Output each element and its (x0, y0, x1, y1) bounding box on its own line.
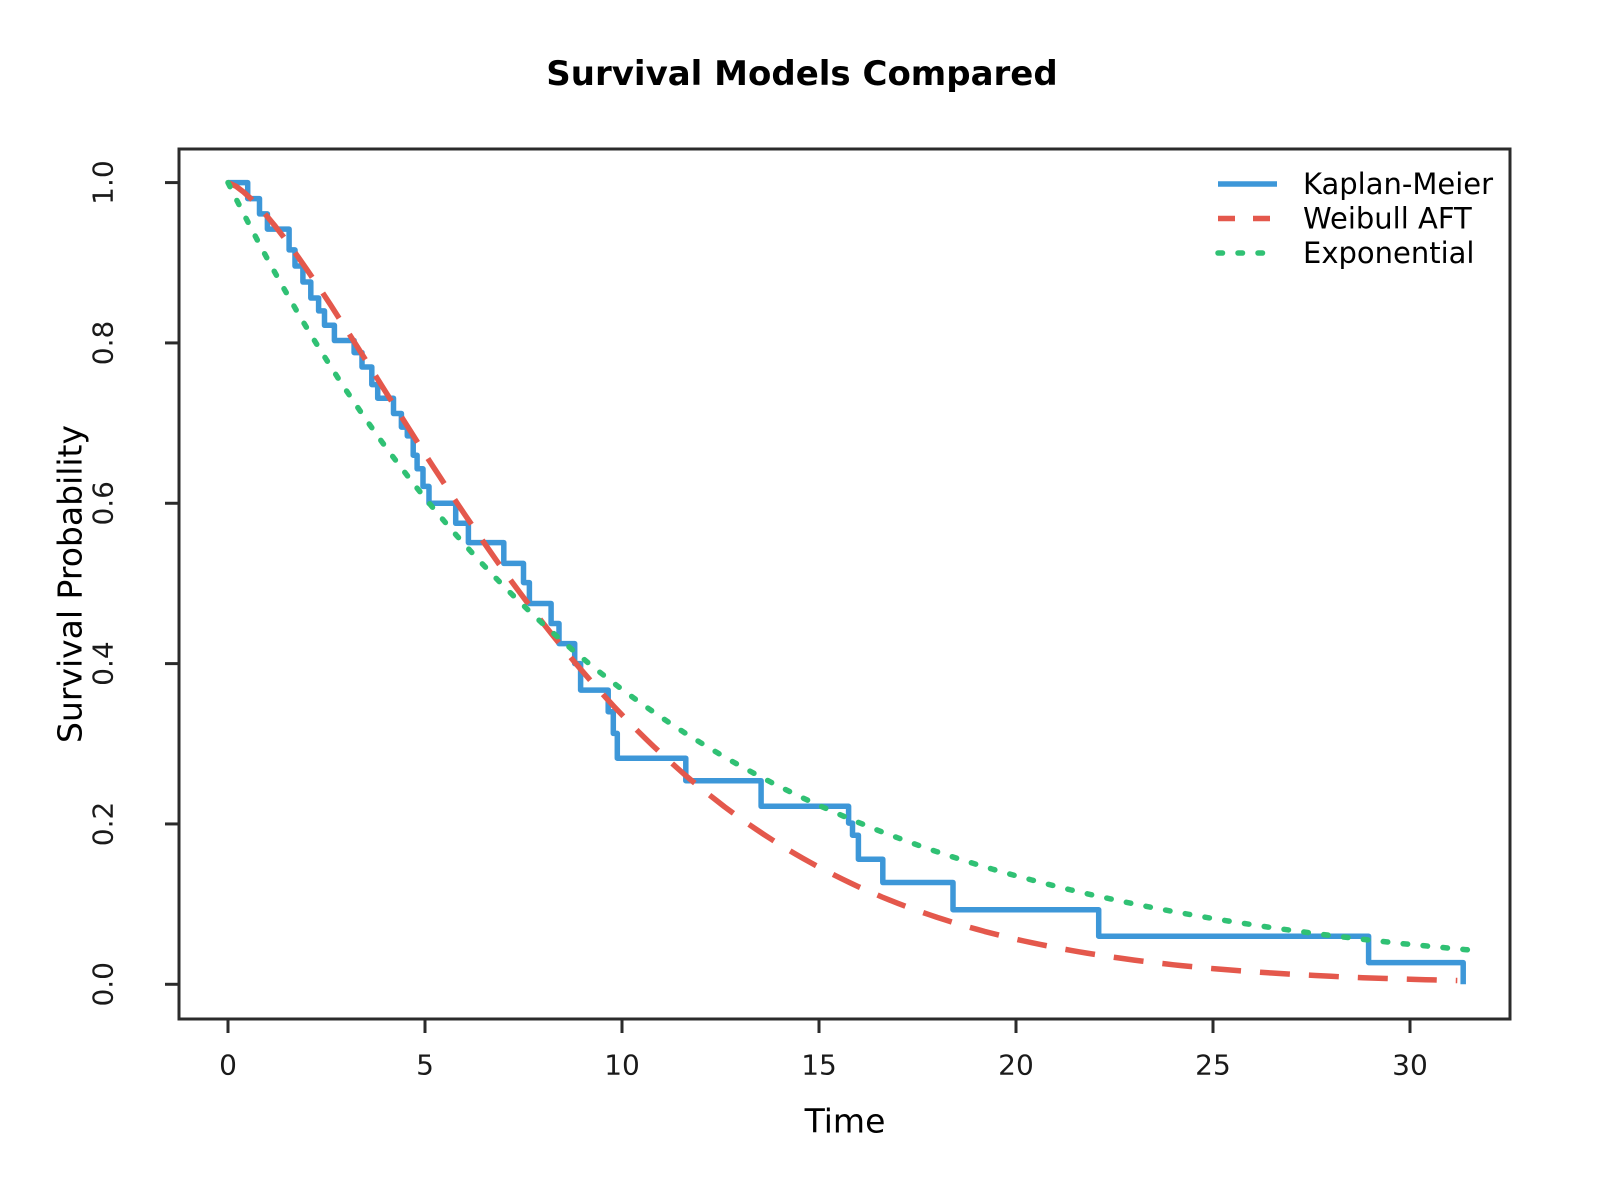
legend-item-kaplan-meier: Kaplan-Meier (1218, 167, 1493, 201)
legend: Kaplan-Meier Weibull AFT Exponential (1215, 167, 1493, 270)
x-tick-label: 20 (998, 1049, 1034, 1082)
y-tick-label: 0.2 (87, 802, 120, 847)
legend-item-exponential: Exponential (1215, 236, 1475, 270)
x-tick-label: 15 (801, 1049, 837, 1082)
x-tick-label: 5 (416, 1049, 434, 1082)
plot-border (177, 147, 1512, 1021)
exponential-legend-label: Exponential (1303, 236, 1475, 270)
y-tick-label: 0.4 (87, 641, 120, 686)
y-tick-label: 0.0 (87, 962, 120, 1007)
weibull-aft-legend-label: Weibull AFT (1303, 202, 1472, 236)
plot-area (225, 179, 1484, 985)
x-tick-label: 10 (604, 1049, 640, 1082)
y-tick-label: 0.8 (87, 321, 120, 366)
y-tick-label: 0.6 (87, 481, 120, 526)
weibull-aft-curve (226, 180, 1458, 984)
kaplan-meier-legend-label: Kaplan-Meier (1303, 167, 1493, 201)
chart-title: Survival Models Compared (546, 54, 1057, 94)
kaplan-meier-curve (228, 179, 1466, 985)
legend-item-weibull-aft: Weibull AFT (1218, 202, 1472, 236)
y-tick-label: 1.0 (87, 160, 120, 205)
y-axis-label: Survival Probability (51, 425, 90, 743)
x-tick-label: 25 (1195, 1049, 1231, 1082)
axis-ticks: 0 5 10 15 20 25 30 0.0 0.2 0.4 0.6 0.8 1.0 (87, 160, 1428, 1081)
x-tick-label: 0 (219, 1049, 237, 1082)
x-axis-label: Time (804, 1102, 886, 1141)
x-tick-label: 30 (1392, 1049, 1428, 1082)
